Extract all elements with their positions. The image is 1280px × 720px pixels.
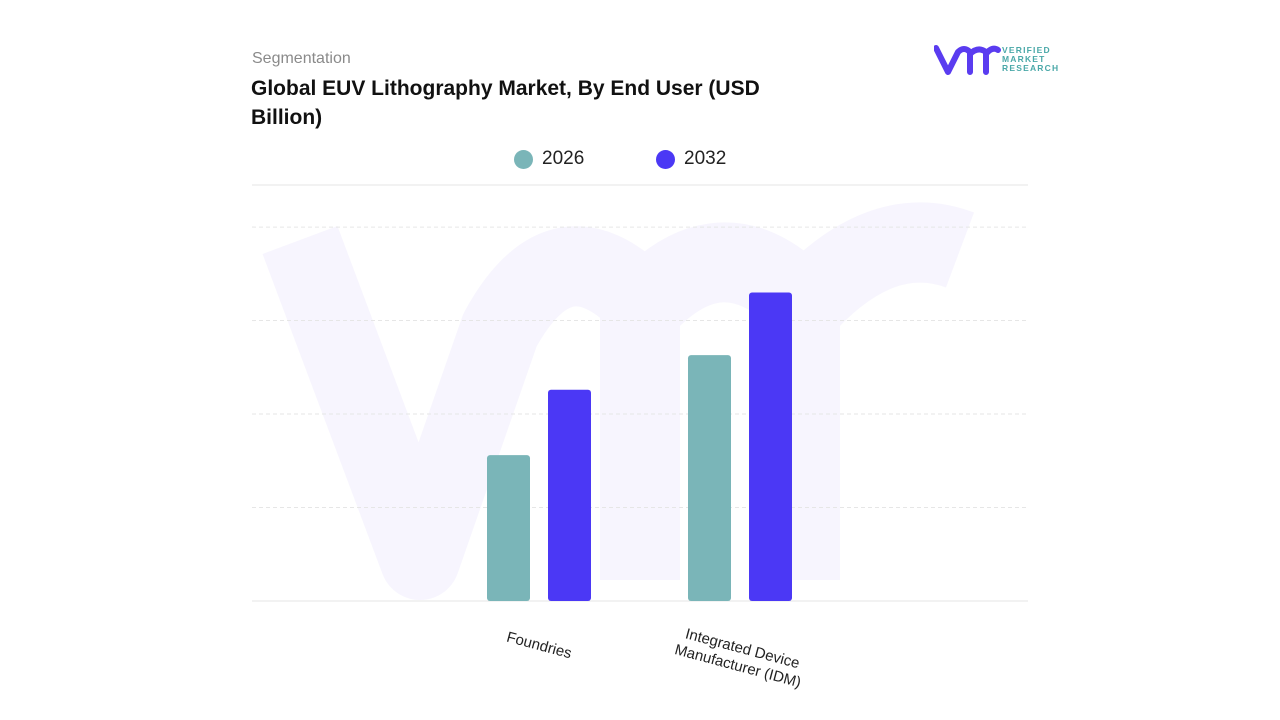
watermark: [262, 202, 975, 600]
bar-2026-0: [487, 455, 530, 601]
vmr-logo: VERIFIED MARKET RESEARCH: [933, 44, 1064, 81]
legend: 2026 2032: [0, 148, 1280, 174]
bar-2032-1: [749, 292, 792, 601]
kicker: Segmentation: [252, 50, 351, 67]
bar-2032-0: [548, 389, 591, 601]
legend-swatch: [656, 149, 675, 169]
legend-item-2032: 2032: [656, 148, 726, 170]
legend-label: 2026: [542, 148, 585, 169]
svg-text:RESEARCH: RESEARCH: [1002, 63, 1059, 73]
legend-swatch: [514, 149, 533, 169]
svg-text:MARKET: MARKET: [1002, 54, 1046, 64]
legend-label: 2032: [684, 148, 727, 169]
bar-2026-1: [688, 355, 731, 601]
chart-title: Global EUV Lithography Market, By End Us…: [251, 77, 760, 129]
svg-text:VERIFIED: VERIFIED: [1002, 45, 1051, 55]
legend-item-2026: 2026: [514, 148, 584, 170]
